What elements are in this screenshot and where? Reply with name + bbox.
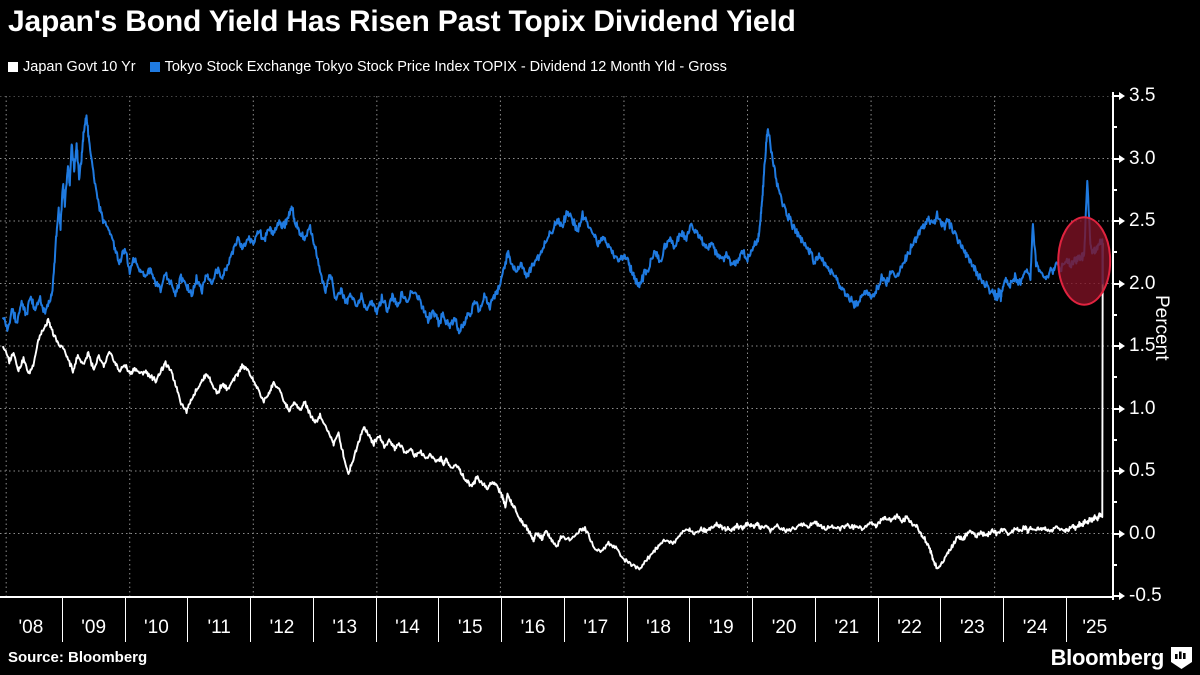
x-axis-year-cell: '13 bbox=[314, 598, 377, 642]
x-tick-label: '18 bbox=[646, 617, 671, 638]
y-tick-major bbox=[1112, 282, 1121, 285]
x-tick-label: '16 bbox=[520, 617, 546, 638]
y-tick-label: 3.0 bbox=[1129, 147, 1156, 169]
y-tick-minor bbox=[1112, 126, 1117, 129]
chart-legend: Japan Govt 10 Yr Tokyo Stock Exchange To… bbox=[8, 57, 741, 77]
x-axis: '08 '09 '10 '11 '12 '13 '14 '15 '16 '17 '18 '19 '20 '… bbox=[0, 596, 1112, 642]
x-tick-label: '23 bbox=[959, 617, 985, 638]
x-axis-year-cell: '09 bbox=[63, 598, 126, 642]
y-tick-major bbox=[1112, 532, 1121, 535]
series-line-jgb-10yr bbox=[2, 242, 1104, 571]
x-axis-year-cell: '14 bbox=[377, 598, 440, 642]
y-tick-label: 1.5 bbox=[1129, 335, 1156, 356]
y-tick-minor bbox=[1112, 563, 1117, 566]
legend-item-jgb: Japan Govt 10 Yr bbox=[8, 58, 136, 75]
y-tick-label: -0.5 bbox=[1129, 585, 1162, 606]
x-axis-year-cell: '08 bbox=[0, 598, 63, 642]
x-axis-year-cell: '15 bbox=[439, 598, 503, 642]
y-tick-label: 0.0 bbox=[1129, 522, 1156, 544]
series-line-topix-dividend-yield bbox=[2, 114, 1104, 335]
x-axis-year-cell: '10 bbox=[126, 598, 189, 642]
x-axis-year-cell: '22 bbox=[879, 598, 942, 642]
square-marker-icon bbox=[149, 62, 160, 72]
x-axis-year-cell: '24 bbox=[1004, 598, 1068, 642]
source-note: Source: Bloomberg bbox=[8, 649, 148, 666]
y-tick-minor bbox=[1112, 438, 1117, 441]
x-axis-year-cell: '16 bbox=[502, 598, 565, 642]
y-tick-arrow-icon bbox=[1119, 217, 1125, 225]
x-tick-label: '21 bbox=[834, 617, 860, 638]
x-axis-year-cell: '18 bbox=[628, 598, 691, 642]
x-tick-label: '15 bbox=[457, 617, 483, 638]
y-tick-arrow-icon bbox=[1119, 592, 1125, 600]
y-tick-arrow-icon bbox=[1119, 529, 1125, 538]
y-tick-label: 2.5 bbox=[1129, 210, 1156, 231]
chart-canvas bbox=[0, 96, 1112, 596]
y-tick-minor bbox=[1112, 251, 1117, 254]
x-axis-year-cell: '19 bbox=[690, 598, 754, 642]
square-marker-icon bbox=[8, 62, 18, 72]
y-tick-minor bbox=[1112, 501, 1117, 504]
y-tick-label: 3.5 bbox=[1129, 85, 1156, 106]
crossover-highlight-ellipse bbox=[1057, 216, 1112, 306]
x-tick-label: '09 bbox=[81, 617, 107, 638]
x-tick-label: '13 bbox=[332, 617, 358, 638]
plot-area bbox=[0, 96, 1112, 596]
y-tick-major bbox=[1112, 220, 1121, 222]
x-tick-label: '11 bbox=[207, 617, 231, 638]
series-lines bbox=[2, 114, 1104, 571]
x-tick-label: '19 bbox=[708, 617, 734, 638]
legend-label-jgb: Japan Govt 10 Yr bbox=[23, 58, 136, 75]
y-tick-major bbox=[1112, 95, 1121, 97]
legend-item-topix: Tokyo Stock Exchange Tokyo Stock Price I… bbox=[149, 58, 727, 75]
x-axis-year-cell: '25 bbox=[1067, 598, 1123, 642]
y-tick-arrow-icon bbox=[1119, 467, 1125, 475]
x-axis-year-cell: '17 bbox=[565, 598, 628, 642]
x-tick-label: '14 bbox=[395, 617, 420, 638]
y-tick-label: 1.0 bbox=[1129, 397, 1156, 419]
x-axis-year-cell: '20 bbox=[753, 598, 816, 642]
y-tick-minor bbox=[1112, 188, 1117, 191]
x-tick-label: '25 bbox=[1082, 617, 1108, 638]
y-tick-major bbox=[1112, 470, 1121, 472]
y-tick-label: 0.5 bbox=[1129, 460, 1156, 481]
x-tick-label: '12 bbox=[269, 617, 295, 638]
legend-label-topix: Tokyo Stock Exchange Tokyo Stock Price I… bbox=[164, 58, 727, 75]
x-tick-label: '10 bbox=[144, 617, 169, 638]
y-tick-arrow-icon bbox=[1119, 92, 1125, 100]
x-tick-label: '24 bbox=[1022, 617, 1048, 638]
y-tick-major bbox=[1112, 595, 1121, 597]
y-axis-title: Percent bbox=[1151, 295, 1172, 361]
bloomberg-terminal-icon bbox=[1171, 647, 1192, 669]
x-axis-year-cell: '21 bbox=[816, 598, 879, 642]
x-axis-year-cell: '11 bbox=[188, 598, 252, 642]
page-title: Japan's Bond Yield Has Risen Past Topix … bbox=[8, 5, 796, 38]
y-tick-arrow-icon bbox=[1119, 154, 1125, 163]
y-tick-arrow-icon bbox=[1119, 342, 1125, 350]
y-tick-minor bbox=[1112, 313, 1117, 316]
x-axis-year-cell: '12 bbox=[251, 598, 314, 642]
x-axis-year-cell: '23 bbox=[941, 598, 1005, 642]
y-tick-major bbox=[1112, 345, 1121, 347]
y-axis: 3.5 3.0 2.5 2.0 1.5 1.0 0.5 0.0 -0.5 bbox=[1112, 86, 1200, 605]
bloomberg-logo: Bloomberg bbox=[1051, 646, 1192, 670]
annotation-layer bbox=[1057, 216, 1112, 306]
bloomberg-wordmark: Bloomberg bbox=[1050, 645, 1165, 670]
y-tick-major bbox=[1112, 407, 1121, 410]
y-tick-arrow-icon bbox=[1119, 279, 1125, 288]
y-tick-minor bbox=[1112, 376, 1117, 379]
y-tick-arrow-icon bbox=[1119, 404, 1125, 413]
y-tick-label: 2.0 bbox=[1129, 272, 1156, 294]
x-tick-label: '17 bbox=[583, 617, 609, 638]
x-tick-label: '08 bbox=[18, 617, 44, 638]
x-tick-label: '22 bbox=[897, 617, 922, 638]
y-tick-major bbox=[1112, 157, 1121, 160]
grid-lines bbox=[0, 96, 1112, 596]
x-tick-label: '20 bbox=[771, 617, 797, 638]
